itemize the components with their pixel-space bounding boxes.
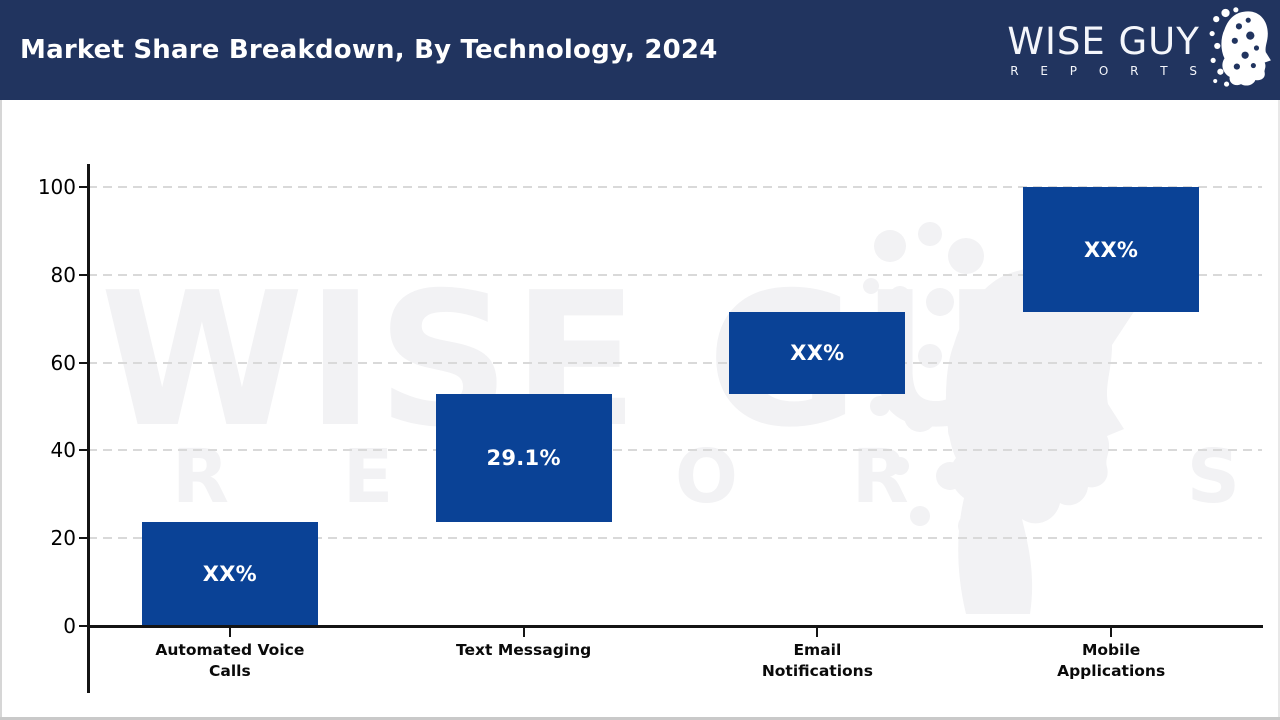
gridline-y40	[88, 449, 1262, 452]
y-tick-mark	[79, 449, 88, 452]
bar-email-notifications: XX%	[729, 312, 906, 395]
bottom-border	[0, 717, 1280, 720]
gridline-y60	[88, 361, 1262, 364]
header-bar: Market Share Breakdown, By Technology, 2…	[0, 0, 1280, 100]
brand-subtitle: R E P O R T S	[1010, 63, 1206, 78]
x-category-label: Text Messaging	[456, 641, 592, 659]
brand-name: WISE GUY	[1007, 19, 1200, 63]
y-tick-label: 100	[37, 175, 76, 199]
bar-value-label: XX%	[790, 341, 845, 366]
bar-value-label: XX%	[202, 561, 258, 586]
y-tick-label: 40	[50, 438, 76, 463]
plot-area: 0 20 40 60 80 100 XX% Automated Voice Calls 29.1%…	[0, 100, 1280, 720]
x-category-label: Mobile Applications	[1057, 641, 1166, 680]
brand-logo: WISE GUY R E P O R T S	[1001, 4, 1274, 96]
x-category-label: Email Notifications	[761, 641, 873, 680]
bar-automated-voice-calls: XX%	[141, 521, 318, 626]
brand-logo-text: WISE GUY R E P O R T S	[1001, 23, 1206, 78]
page-title: Market Share Breakdown, By Technology, 2…	[20, 35, 718, 65]
x-axis-line	[87, 625, 1263, 628]
gridline-y100	[88, 186, 1262, 188]
y-tick-label: 20	[50, 526, 76, 551]
face-profile-icon	[1208, 6, 1274, 94]
x-tick-mark	[816, 628, 819, 637]
y-tick-mark	[79, 537, 88, 540]
y-tick-label: 0	[63, 614, 76, 638]
y-tick-mark	[79, 361, 88, 364]
gridline-y20	[88, 537, 1262, 540]
x-tick-mark	[1110, 628, 1113, 637]
y-tick-mark	[79, 186, 88, 188]
y-tick-label: 60	[50, 350, 76, 375]
y-tick-mark	[79, 625, 88, 627]
bar-text-messaging: 29.1%	[435, 394, 612, 522]
x-tick-mark	[522, 628, 525, 637]
gridline-y80	[88, 273, 1262, 276]
bar-mobile-applications: XX%	[1023, 187, 1200, 313]
right-border	[1278, 100, 1280, 720]
y-axis-line	[87, 164, 90, 693]
bar-value-label: 29.1%	[486, 446, 561, 471]
y-tick-mark	[79, 273, 88, 276]
x-tick-mark	[228, 628, 231, 637]
x-category-label: Automated Voice Calls	[155, 641, 305, 680]
left-border	[0, 100, 2, 720]
y-tick-label: 80	[50, 262, 76, 287]
bar-value-label: XX%	[1083, 237, 1139, 262]
